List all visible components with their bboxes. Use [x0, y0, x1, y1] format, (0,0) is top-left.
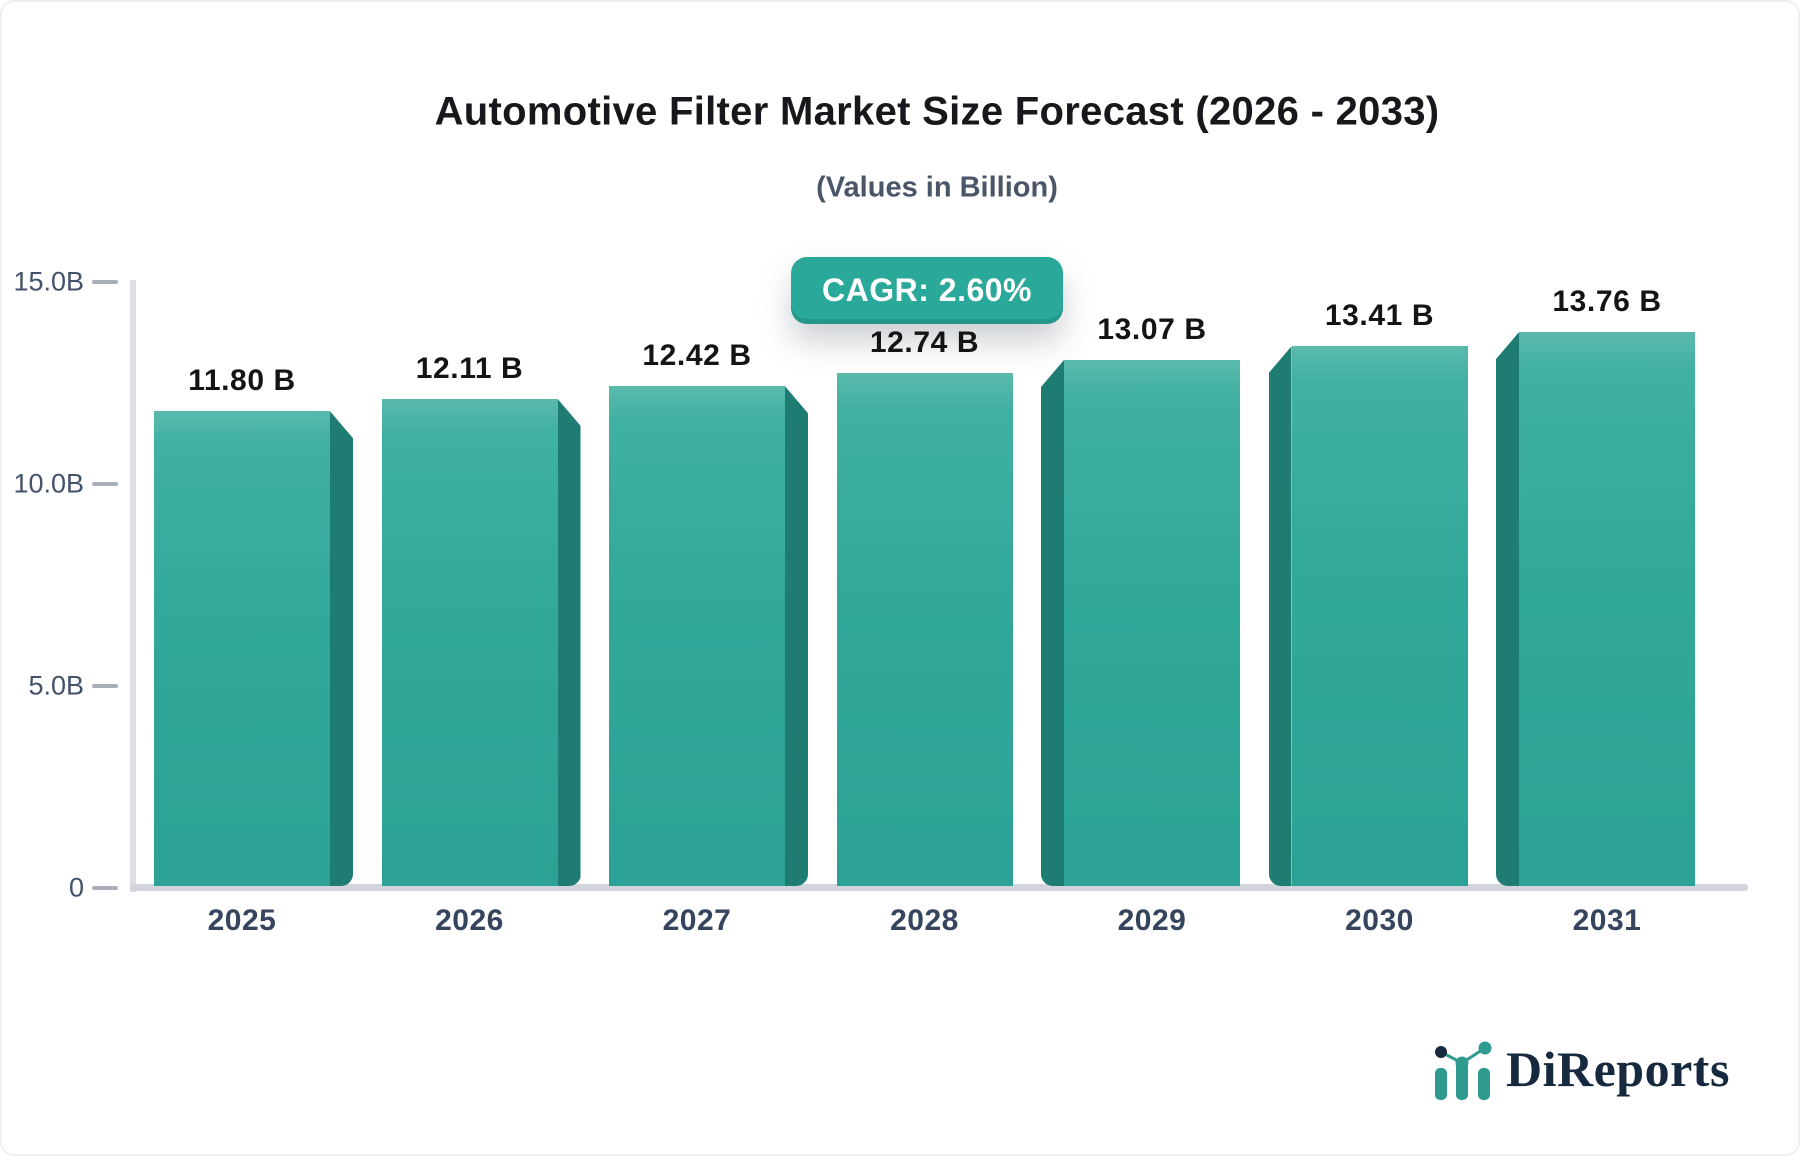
y-tick-label: 0	[68, 872, 84, 903]
brand-logo-text: DiReports	[1506, 1041, 1730, 1097]
y-axis-line	[130, 280, 136, 892]
bar-value-label-2030: 13.41 B	[1324, 299, 1435, 333]
bar-side-face-2031	[1496, 332, 1519, 886]
y-tick-mark	[92, 280, 118, 284]
brand-logo: DiReports	[1432, 1038, 1730, 1100]
bar-side-face-2025	[330, 411, 353, 886]
bar-value-label-2026: 12.11 B	[415, 351, 524, 385]
bar-2031	[1519, 332, 1695, 886]
x-axis-label-2028: 2028	[890, 904, 959, 937]
bar-2025	[154, 411, 330, 886]
y-tick-label: 10.0B	[13, 468, 84, 499]
x-axis-label-2030: 2030	[1345, 904, 1414, 937]
y-tick-mark	[92, 684, 118, 688]
bar-2028	[836, 373, 1013, 886]
bar-value-label-2028: 12.74 B	[869, 326, 980, 360]
chart-title: Automotive Filter Market Size Forecast (…	[434, 89, 1440, 134]
bar-2026	[381, 398, 558, 886]
bar-value-label-2025: 11.80 B	[188, 364, 296, 398]
bar-side-face-2027	[785, 386, 808, 886]
y-tick-mark	[92, 482, 118, 486]
bar-2027	[609, 386, 785, 886]
x-axis-label-2031: 2031	[1572, 904, 1642, 937]
bar-value-label-2031: 13.76 B	[1552, 285, 1662, 319]
bar-value-label-2027: 12.42 B	[642, 339, 752, 373]
y-tick-label: 5.0B	[28, 670, 84, 701]
bar-value-label-2029: 13.07 B	[1097, 312, 1207, 346]
x-axis-line	[130, 884, 1748, 891]
bar-side-face-2026	[557, 398, 581, 886]
y-tick-label: 15.0B	[13, 266, 84, 297]
bar-2030	[1291, 346, 1468, 886]
x-axis-label-2025: 2025	[207, 904, 277, 937]
bar-chart-logo-icon	[1435, 1041, 1492, 1100]
bar-side-face-2029	[1041, 359, 1064, 886]
chart-subtitle: (Values in Billion)	[816, 171, 1058, 204]
x-axis-label-2029: 2029	[1117, 904, 1187, 937]
x-axis-label-2027: 2027	[662, 904, 732, 937]
bar-side-face-2030	[1268, 346, 1292, 886]
cagr-badge: CAGR: 2.60%	[791, 257, 1063, 324]
x-axis-label-2026: 2026	[435, 904, 504, 937]
bar-2029	[1064, 359, 1240, 886]
y-tick-mark	[92, 886, 118, 890]
